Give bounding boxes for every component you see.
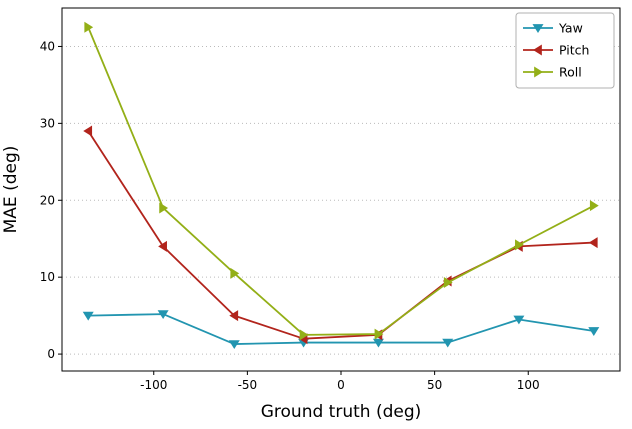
series-marker-roll-icon <box>159 202 169 214</box>
y-tick-label: 0 <box>47 347 55 361</box>
x-tick-label: 50 <box>427 378 442 392</box>
series-marker-roll-icon <box>230 267 240 279</box>
series-marker-yaw-icon <box>588 327 600 336</box>
series-marker-yaw-icon <box>372 338 384 348</box>
y-tick-label: 40 <box>40 39 55 53</box>
series-marker-pitch-icon <box>588 237 598 249</box>
series-marker-yaw-icon <box>157 310 169 320</box>
series-marker-roll-icon <box>443 277 453 289</box>
series-line-pitch <box>87 130 594 340</box>
series-line-yaw <box>88 313 594 345</box>
series-marker-yaw-icon <box>228 340 240 350</box>
legend-marker-roll-icon <box>534 66 543 78</box>
legend-label-yaw: Yaw <box>558 21 583 36</box>
y-tick-label: 20 <box>40 193 55 207</box>
series-marker-roll-icon <box>374 328 384 340</box>
series-marker-roll-icon <box>515 239 524 251</box>
series-marker-roll-icon <box>84 21 94 33</box>
legend-box <box>515 12 615 89</box>
legend-marker-pitch-icon <box>533 44 542 56</box>
series-marker-yaw-icon <box>82 311 94 321</box>
series-marker-pitch-icon <box>83 125 93 137</box>
y-tick-label: 30 <box>40 116 55 130</box>
x-tick-label: -50 <box>238 378 258 392</box>
y-tick-label: 10 <box>40 270 55 284</box>
x-tick-label: -100 <box>140 378 167 392</box>
y-axis-label: MAE (deg) <box>1 146 21 234</box>
legend-label-pitch: Pitch <box>559 43 589 58</box>
series-line-roll <box>87 26 595 336</box>
legend-marker-yaw-icon <box>532 24 544 33</box>
legend-label-roll: Roll <box>559 65 582 80</box>
series-marker-yaw-icon <box>442 338 454 348</box>
x-tick-label: 0 <box>337 378 345 392</box>
series-marker-roll-icon <box>589 200 599 212</box>
series-marker-pitch-icon <box>229 310 239 322</box>
series-marker-yaw-icon <box>513 315 525 325</box>
x-tick-label: 100 <box>517 378 540 392</box>
series-marker-pitch-icon <box>158 240 167 252</box>
series-marker-roll-icon <box>299 329 309 341</box>
x-axis-label: Ground truth (deg) <box>261 402 422 422</box>
